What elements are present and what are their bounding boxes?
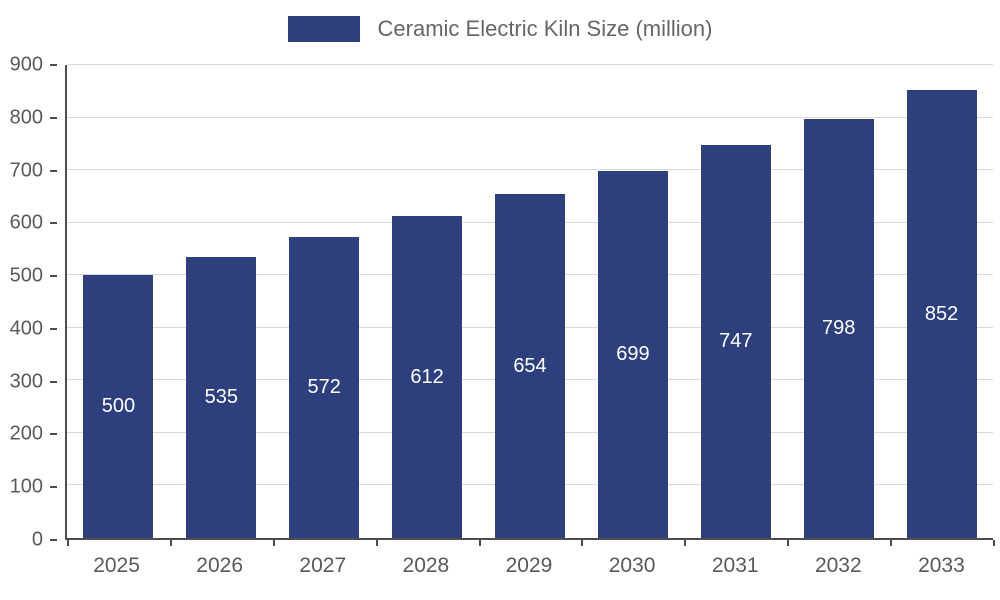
x-tick-mark	[684, 540, 687, 546]
x-tick-mark	[581, 540, 584, 546]
x-tick-mark	[169, 540, 172, 546]
x-tick-mark	[993, 540, 995, 546]
y-tick-label: 200	[9, 422, 43, 445]
legend[interactable]: Ceramic Electric Kiln Size (million)	[0, 16, 1000, 42]
x-axis: 2025 2026 2027 2028 2029 2030 2031 2032 2033	[65, 540, 993, 600]
gridline	[67, 116, 993, 118]
x-tick-label: 2033	[918, 554, 965, 577]
y-axis: 0 100 200 300 400 500 600 700 800 900	[0, 54, 57, 551]
y-tick-mark	[50, 169, 57, 172]
bars: 500 535 572 612 654 699 747 798 852	[67, 65, 993, 538]
bar-slot: 612	[376, 65, 479, 538]
bar: 699	[597, 170, 668, 538]
bar-value-label: 852	[924, 302, 959, 325]
bar-slot: 535	[170, 65, 273, 538]
y-tick-mark	[50, 433, 57, 436]
x-tick-mark	[375, 540, 378, 546]
bar-value-label: 654	[513, 354, 547, 377]
x-tick-label: 2027	[299, 554, 347, 577]
y-tick-label: 0	[31, 528, 43, 551]
bar-value-label: 747	[719, 330, 753, 353]
bar: 654	[495, 194, 565, 538]
y-tick-mark	[50, 64, 57, 66]
x-tick-label: 2026	[196, 554, 244, 577]
bar-slot: 747	[684, 65, 787, 538]
x-tick-label: 2030	[608, 554, 656, 577]
bar: 852	[906, 90, 977, 538]
bar: 798	[803, 118, 874, 538]
bar-slot: 654	[479, 65, 582, 538]
y-tick-mark	[50, 539, 57, 541]
y-tick-mark	[50, 116, 57, 119]
bar: 747	[700, 145, 771, 538]
bar: 572	[289, 237, 360, 538]
bar-slot: 500	[67, 65, 170, 538]
y-tick-label: 600	[9, 211, 43, 234]
y-tick-label: 800	[9, 106, 43, 129]
bar: 612	[392, 216, 463, 538]
x-tick-label: 2032	[814, 554, 862, 577]
bar-slot: 798	[787, 65, 890, 538]
bar-value-label: 535	[204, 385, 239, 408]
bar-slot: 699	[581, 65, 684, 538]
bar-value-label: 699	[616, 342, 650, 365]
y-tick-mark	[50, 327, 57, 330]
bar: 500	[83, 275, 154, 538]
legend-swatch-icon	[287, 16, 360, 42]
bar-value-label: 612	[410, 365, 444, 388]
x-tick-mark	[272, 540, 275, 546]
bar-value-label: 798	[821, 316, 856, 339]
x-tick-label: 2028	[402, 554, 450, 577]
gridline	[67, 64, 993, 65]
x-tick-label: 2025	[93, 554, 140, 577]
legend-label: Ceramic Electric Kiln Size (million)	[377, 16, 713, 41]
y-tick-mark	[50, 222, 57, 225]
y-tick-label: 500	[9, 264, 43, 287]
bar-value-label: 500	[101, 395, 136, 418]
bar: 535	[186, 256, 257, 538]
y-tick-mark	[50, 380, 57, 383]
x-tick-label: 2029	[505, 554, 553, 577]
y-tick-label: 700	[9, 159, 43, 182]
bar-slot: 852	[890, 65, 993, 538]
x-tick-label: 2031	[711, 554, 759, 577]
x-tick-mark	[478, 540, 481, 546]
y-tick-label: 100	[9, 475, 43, 498]
x-tick-mark	[787, 540, 790, 546]
x-tick-mark	[890, 540, 893, 546]
y-tick-label: 400	[9, 317, 43, 340]
y-tick-mark	[50, 275, 57, 278]
plot-area: 500 535 572 612 654 699 747 798 852	[65, 64, 995, 546]
bar-slot: 572	[273, 65, 376, 538]
y-tick-label: 300	[9, 370, 43, 393]
y-tick-mark	[50, 486, 57, 489]
gridline	[67, 169, 993, 171]
x-tick-mark	[67, 540, 69, 546]
y-tick-label: 900	[9, 53, 43, 76]
bar-value-label: 572	[307, 376, 341, 399]
